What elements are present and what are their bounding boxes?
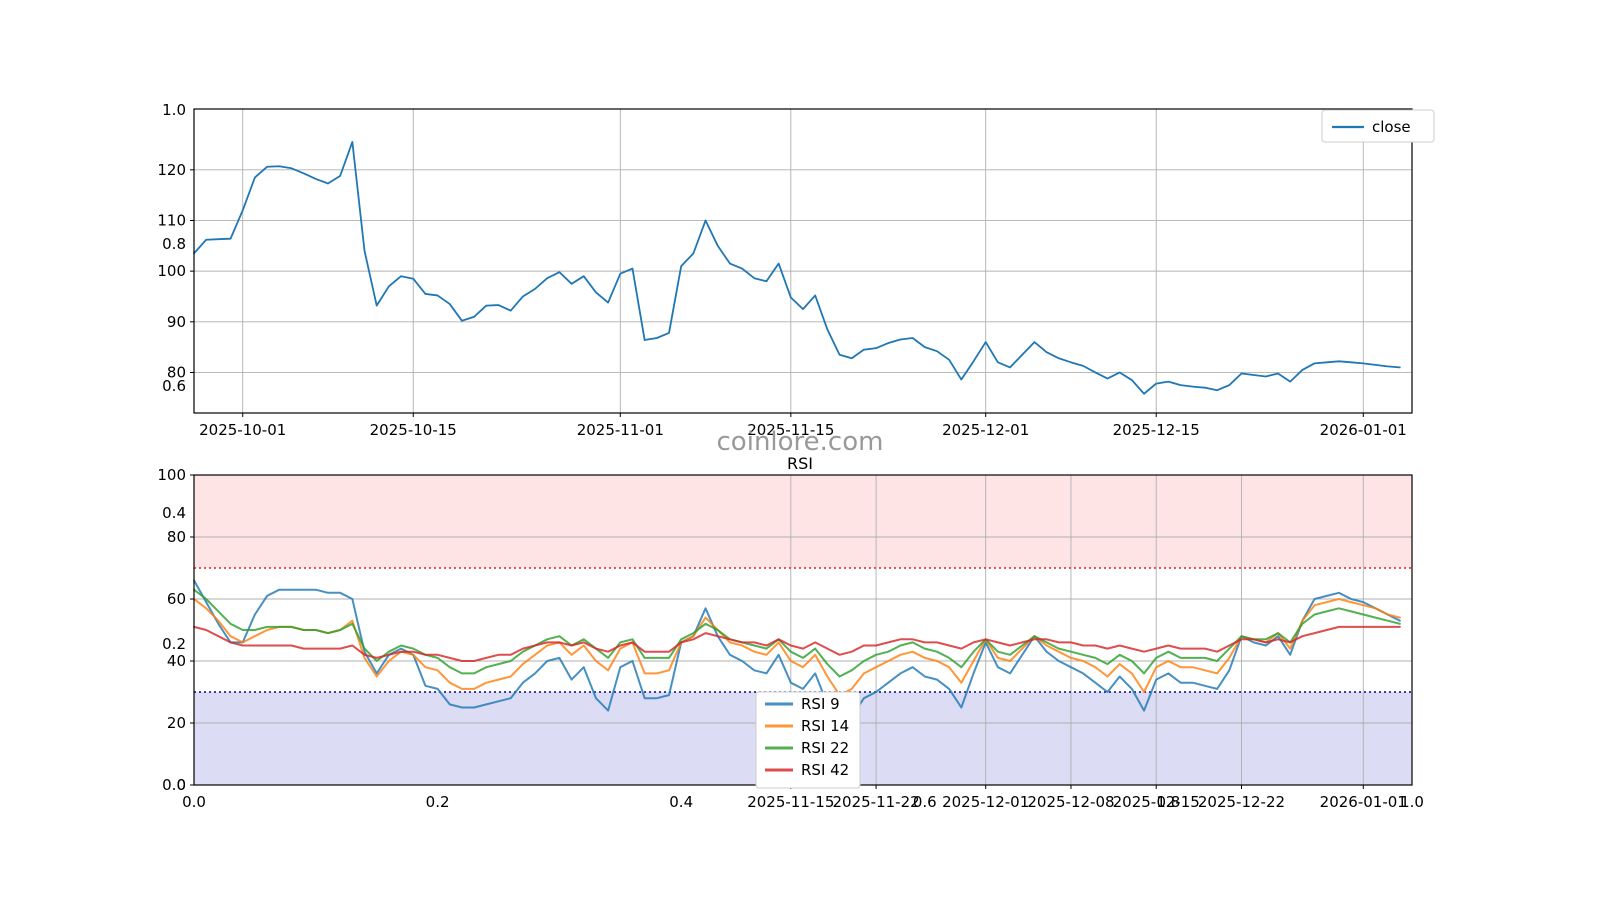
rsi-y-norm-tick-label: 0.4 xyxy=(162,504,186,522)
rsi-x-norm-tick-label: 0.6 xyxy=(913,793,937,811)
price-y-tick-label: 80 xyxy=(167,363,186,381)
price-x-tick-label: 2025-10-01 xyxy=(199,421,286,439)
rsi-x-tick-label: 2025-11-15 xyxy=(747,793,834,811)
price-x-tick-label: 2026-01-01 xyxy=(1320,421,1407,439)
rsi-series xyxy=(193,579,1401,724)
rsi-y-axis-labels: 100 80 60 40 20 0 xyxy=(157,466,194,794)
rsi-y-norm-tick-label: 0.2 xyxy=(162,635,186,653)
price-x-tick-label: 2025-10-15 xyxy=(370,421,457,439)
rsi-y-tick-label: 100 xyxy=(157,466,186,484)
rsi-threshold-lines xyxy=(194,567,1412,693)
legend-label-close: close xyxy=(1372,118,1411,136)
price-y-axis-normalized-labels: 1.0 0.8 0.6 xyxy=(162,101,186,395)
rsi-y-tick-label: 40 xyxy=(167,652,186,670)
rsi-x-norm-tick-label: 1.0 xyxy=(1400,793,1424,811)
price-y-norm-tick-label: 0.6 xyxy=(162,377,186,395)
rsi-y-tick-label: 20 xyxy=(167,714,186,732)
rsi-line-rsi-9 xyxy=(193,579,1401,724)
price-series xyxy=(193,141,1401,395)
price-y-tick-label: 90 xyxy=(167,313,186,331)
rsi-line-rsi-42 xyxy=(193,625,1401,662)
rsi-x-norm-tick-label: 0.2 xyxy=(426,793,450,811)
price-y-tick-label: 110 xyxy=(157,211,186,229)
rsi-legend-box[interactable] xyxy=(755,691,861,789)
rsi-x-norm-tick-label: 0.8 xyxy=(1156,793,1180,811)
price-axes-frame xyxy=(193,108,1413,414)
rsi-bands xyxy=(194,475,1412,785)
price-line-close xyxy=(193,141,1401,395)
rsi-y-tick-label: 60 xyxy=(167,590,186,608)
rsi-y-axis-normalized-labels: 0.4 0.2 0.0 xyxy=(162,504,186,794)
price-legend[interactable]: close xyxy=(1321,109,1435,143)
rsi-overbought-band xyxy=(194,475,1412,568)
rsi-x-tick-label: 2025-12-01 xyxy=(942,793,1029,811)
price-y-norm-tick-label: 0.8 xyxy=(162,235,186,253)
price-gridlines xyxy=(194,109,1412,413)
watermark-text: coinlore.com xyxy=(717,427,884,457)
rsi-x-tick-label: 2025-12-22 xyxy=(1198,793,1285,811)
price-y-norm-tick-label: 1.0 xyxy=(162,101,186,119)
rsi-legend[interactable]: RSI 9 RSI 14 RSI 22 RSI 42 xyxy=(755,691,861,789)
rsi-x-tick-label: 2025-11-22 xyxy=(832,793,919,811)
rsi-y-tick-label: 80 xyxy=(167,528,186,546)
legend-label-rsi-42: RSI 42 xyxy=(801,761,849,779)
rsi-x-axis-normalized-labels: 0.0 0.2 0.4 0.6 0.8 1.0 xyxy=(182,793,1424,811)
price-y-axis-labels: 120 110 100 90 80 xyxy=(157,161,194,381)
legend-label-rsi-22: RSI 22 xyxy=(801,739,849,757)
rsi-y-norm-tick-label: 0.0 xyxy=(162,776,186,794)
price-x-axis-labels: 2025-10-01 2025-10-15 2025-11-01 2025-11-15… xyxy=(199,413,1407,439)
rsi-y-tick-label: 0 xyxy=(176,776,186,794)
legend-label-rsi-14: RSI 14 xyxy=(801,717,849,735)
rsi-x-tick-label: 2025-12-08 xyxy=(1027,793,1114,811)
price-y-tick-label: 120 xyxy=(157,161,186,179)
price-x-tick-label: 2025-11-15 xyxy=(747,421,834,439)
rsi-x-tick-label: 2026-01-01 xyxy=(1320,793,1407,811)
rsi-x-norm-tick-label: 0.4 xyxy=(669,793,693,811)
rsi-panel: 100 80 60 40 20 0 0.4 0.2 0.0 2025-11-152025-11-2… xyxy=(157,466,1424,811)
rsi-panel-title: RSI xyxy=(787,454,813,473)
price-plot-background xyxy=(194,109,1412,413)
price-legend-box[interactable] xyxy=(1321,109,1435,143)
legend-label-rsi-9: RSI 9 xyxy=(801,695,840,713)
rsi-x-tick-label: 2025-12-15 xyxy=(1113,793,1200,811)
rsi-x-norm-tick-label: 0.0 xyxy=(182,793,206,811)
price-x-tick-label: 2025-12-15 xyxy=(1113,421,1200,439)
rsi-line-rsi-22 xyxy=(193,588,1401,678)
price-y-tick-label: 100 xyxy=(157,262,186,280)
price-x-tick-label: 2025-11-01 xyxy=(577,421,664,439)
price-x-tick-label: 2025-12-01 xyxy=(942,421,1029,439)
rsi-line-rsi-14 xyxy=(193,598,1401,697)
